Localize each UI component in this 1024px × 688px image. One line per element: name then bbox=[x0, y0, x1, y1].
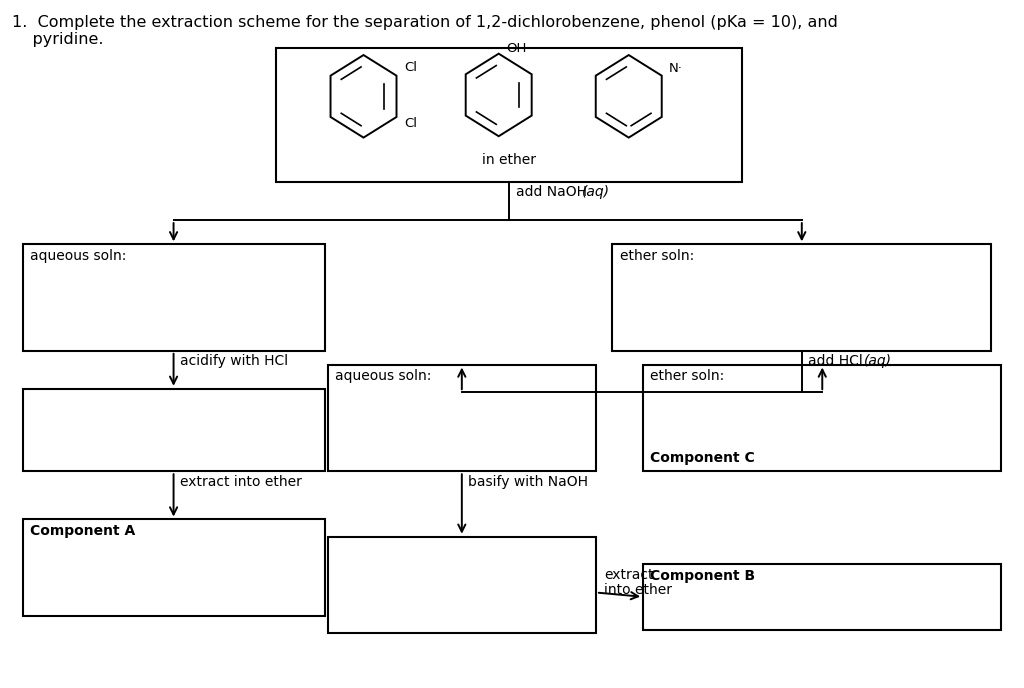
FancyBboxPatch shape bbox=[23, 519, 325, 616]
Text: Cl: Cl bbox=[404, 118, 418, 130]
Text: OH: OH bbox=[506, 42, 526, 54]
Text: add HCl: add HCl bbox=[808, 354, 862, 368]
FancyBboxPatch shape bbox=[23, 389, 325, 471]
Text: in ether: in ether bbox=[482, 153, 537, 167]
Text: Cl: Cl bbox=[404, 61, 418, 74]
Text: extract into ether: extract into ether bbox=[180, 475, 302, 488]
Text: (aq): (aq) bbox=[864, 354, 892, 368]
Text: acidify with HCl: acidify with HCl bbox=[180, 354, 288, 368]
FancyBboxPatch shape bbox=[612, 244, 991, 351]
Text: aqueous soln:: aqueous soln: bbox=[30, 249, 126, 263]
Text: basify with NaOH: basify with NaOH bbox=[468, 475, 588, 488]
Text: Component B: Component B bbox=[650, 569, 756, 583]
Text: (aq): (aq) bbox=[582, 185, 610, 199]
Text: aqueous soln:: aqueous soln: bbox=[335, 369, 431, 383]
FancyBboxPatch shape bbox=[328, 537, 596, 633]
Text: N·: N· bbox=[669, 63, 683, 75]
Text: ether soln:: ether soln: bbox=[650, 369, 725, 383]
Text: Component C: Component C bbox=[650, 451, 755, 464]
Text: add NaOH: add NaOH bbox=[516, 185, 587, 199]
Text: ether soln:: ether soln: bbox=[620, 249, 694, 263]
Text: 1.  Complete the extraction scheme for the separation of 1,2-dichlorobenzene, ph: 1. Complete the extraction scheme for th… bbox=[12, 15, 839, 30]
FancyBboxPatch shape bbox=[328, 365, 596, 471]
Text: Component A: Component A bbox=[30, 524, 135, 538]
Text: extract: extract bbox=[604, 568, 653, 582]
Text: into ether: into ether bbox=[604, 583, 672, 597]
FancyBboxPatch shape bbox=[643, 365, 1001, 471]
FancyBboxPatch shape bbox=[276, 48, 742, 182]
Text: pyridine.: pyridine. bbox=[12, 32, 103, 47]
FancyBboxPatch shape bbox=[643, 564, 1001, 630]
FancyBboxPatch shape bbox=[23, 244, 325, 351]
